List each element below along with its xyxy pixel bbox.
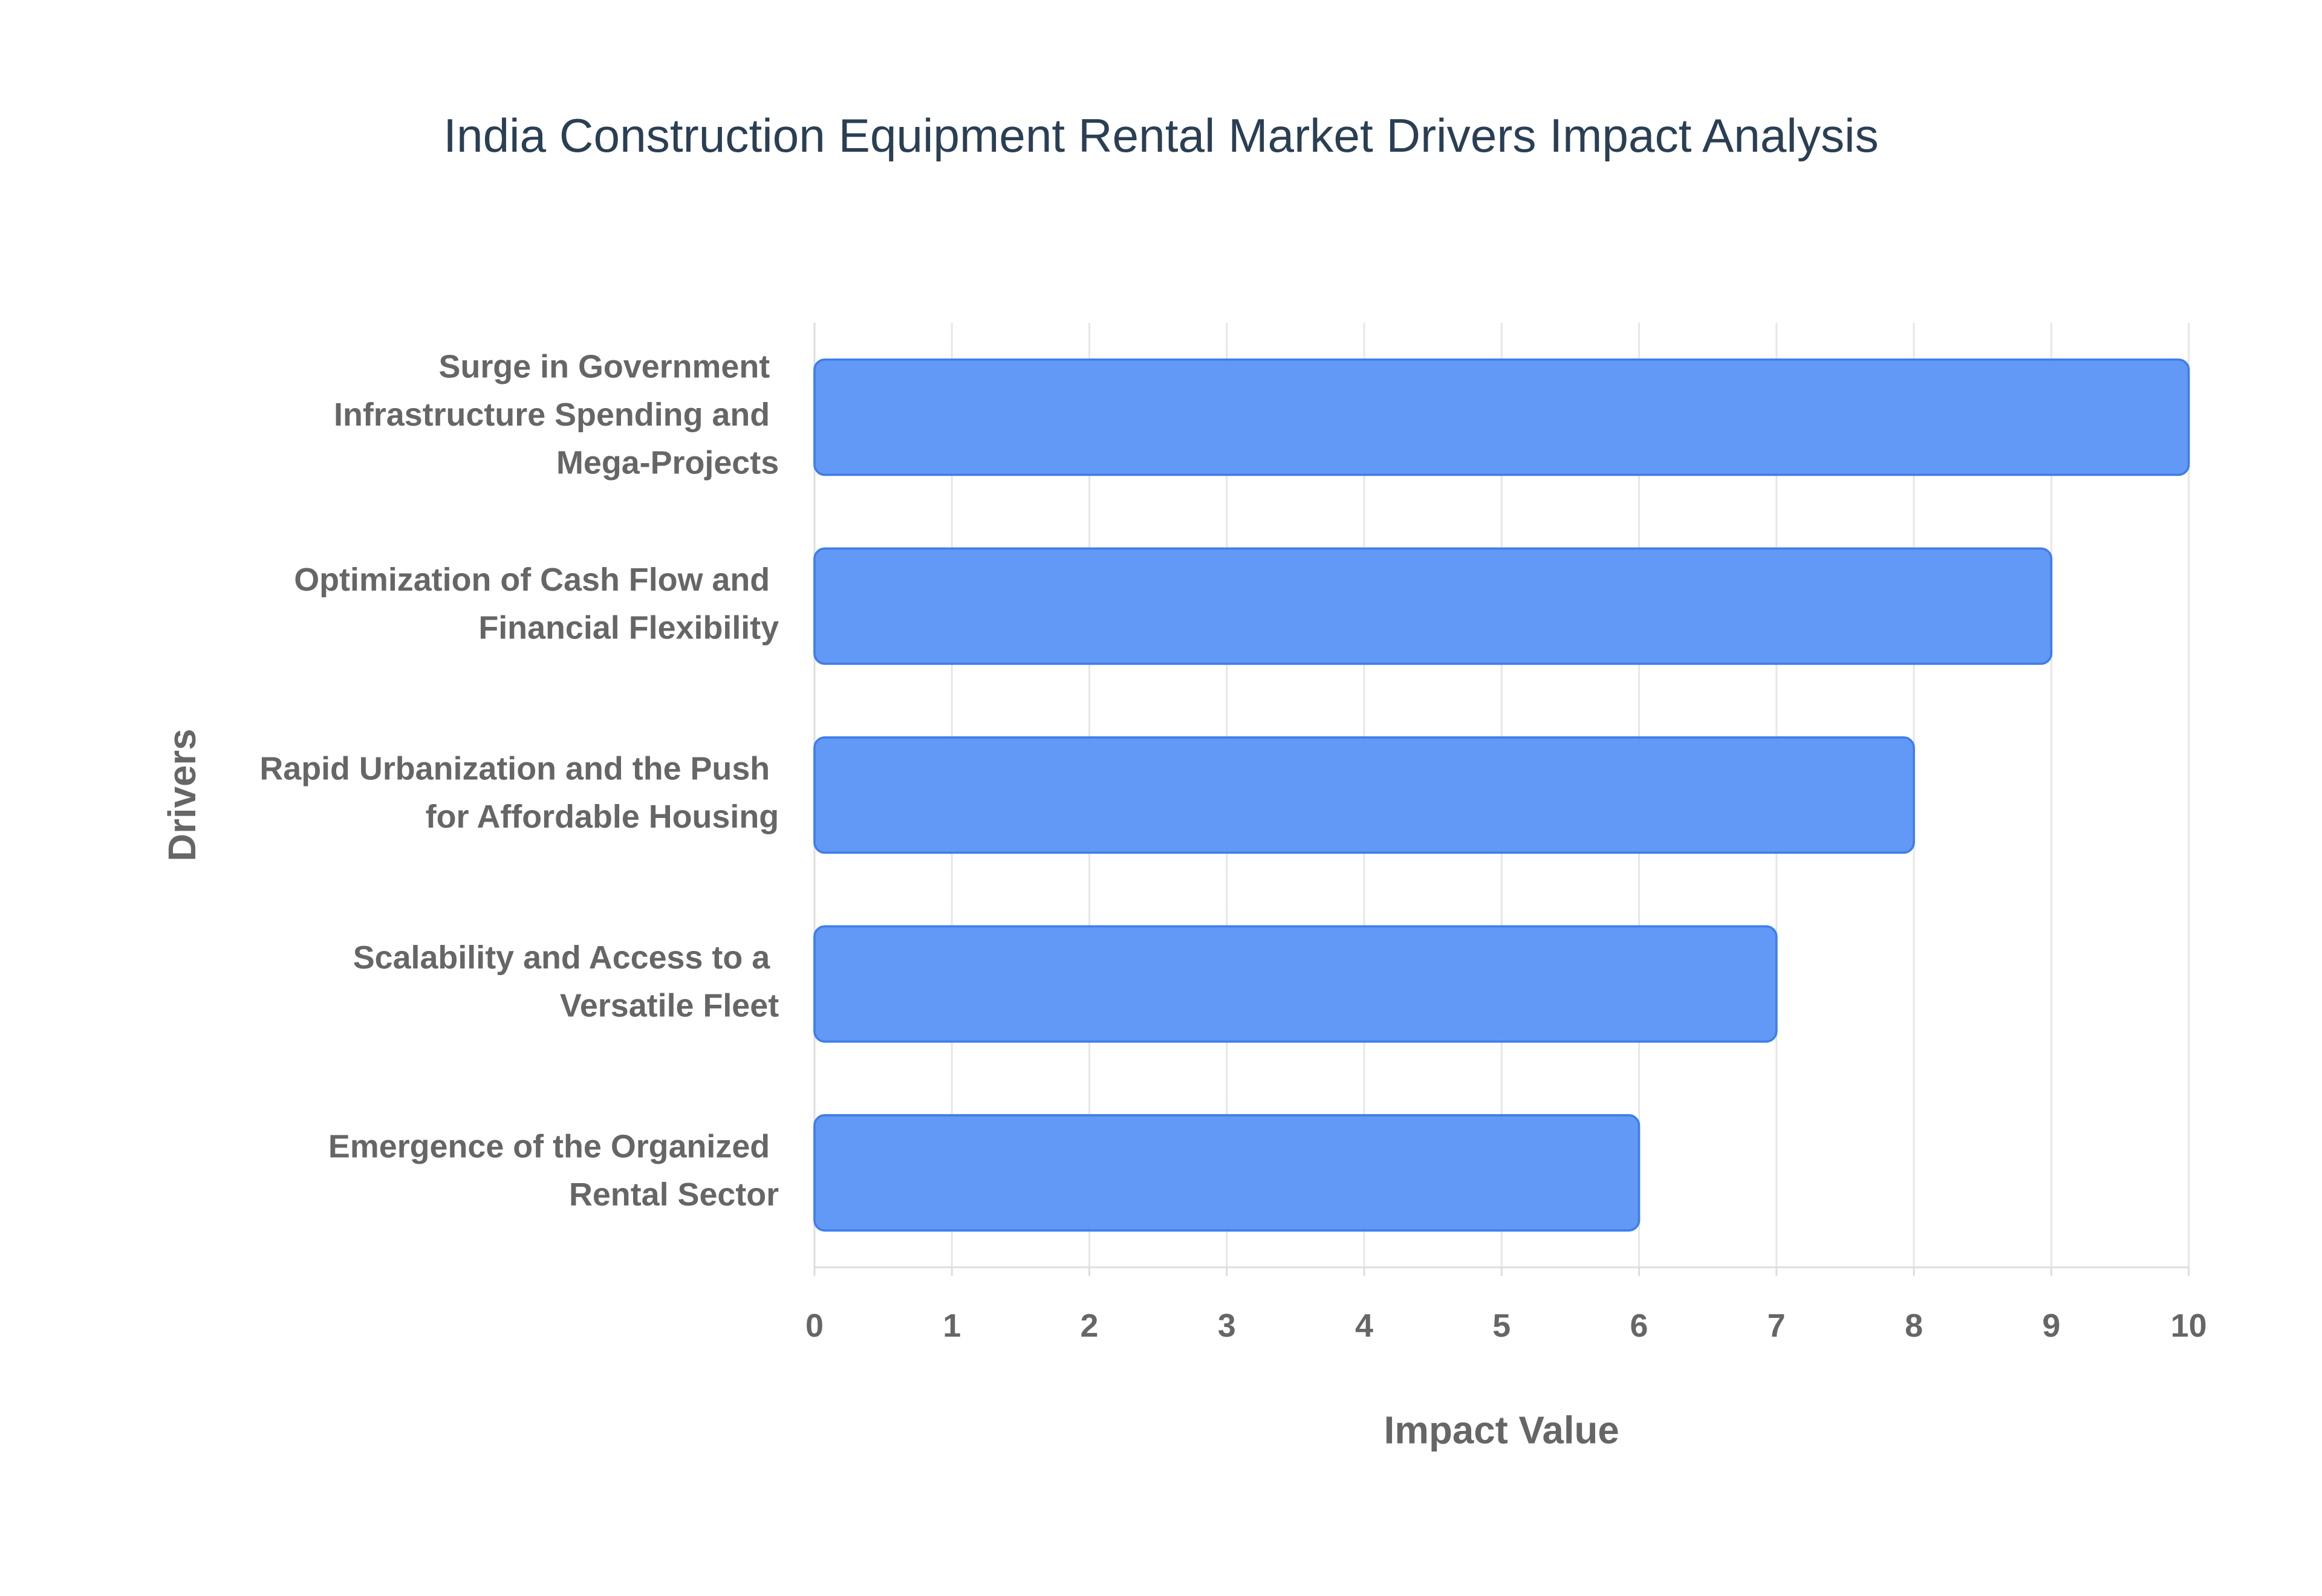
- bar: [813, 547, 2053, 665]
- y-tick-label: Surge in Government Infrastructure Spend…: [334, 349, 779, 481]
- y-tick-label: Scalability and Access to a Versatile Fl…: [353, 939, 779, 1024]
- bar: [813, 925, 1778, 1043]
- x-tick-label: 8: [1905, 1308, 1923, 1344]
- x-tick-label: 5: [1492, 1308, 1511, 1344]
- x-tick-label: 9: [2042, 1308, 2060, 1344]
- x-tick-label: 4: [1355, 1308, 1373, 1344]
- x-tick-label: 6: [1630, 1308, 1648, 1344]
- bar: [813, 358, 2190, 476]
- y-tick-label: Optimization of Cash Flow and Financial …: [294, 562, 779, 646]
- x-tick-label: 7: [1768, 1308, 1786, 1344]
- y-tick-label: Rapid Urbanization and the Push for Affo…: [259, 751, 779, 835]
- y-tick-label: Emergence of the Organized Rental Sector: [328, 1129, 779, 1213]
- x-tick-label: 3: [1218, 1308, 1236, 1344]
- x-tick-label: 1: [943, 1308, 961, 1344]
- x-tick-label: 10: [2171, 1308, 2207, 1344]
- bar: [813, 1114, 1641, 1232]
- chart-title: India Construction Equipment Rental Mark…: [443, 109, 1879, 162]
- x-tick-label: 2: [1080, 1308, 1098, 1344]
- y-axis-title: Drivers: [161, 728, 204, 861]
- x-axis-title: Impact Value: [1384, 1409, 1619, 1452]
- bar: [813, 736, 1915, 854]
- x-tick-label: 0: [805, 1308, 824, 1344]
